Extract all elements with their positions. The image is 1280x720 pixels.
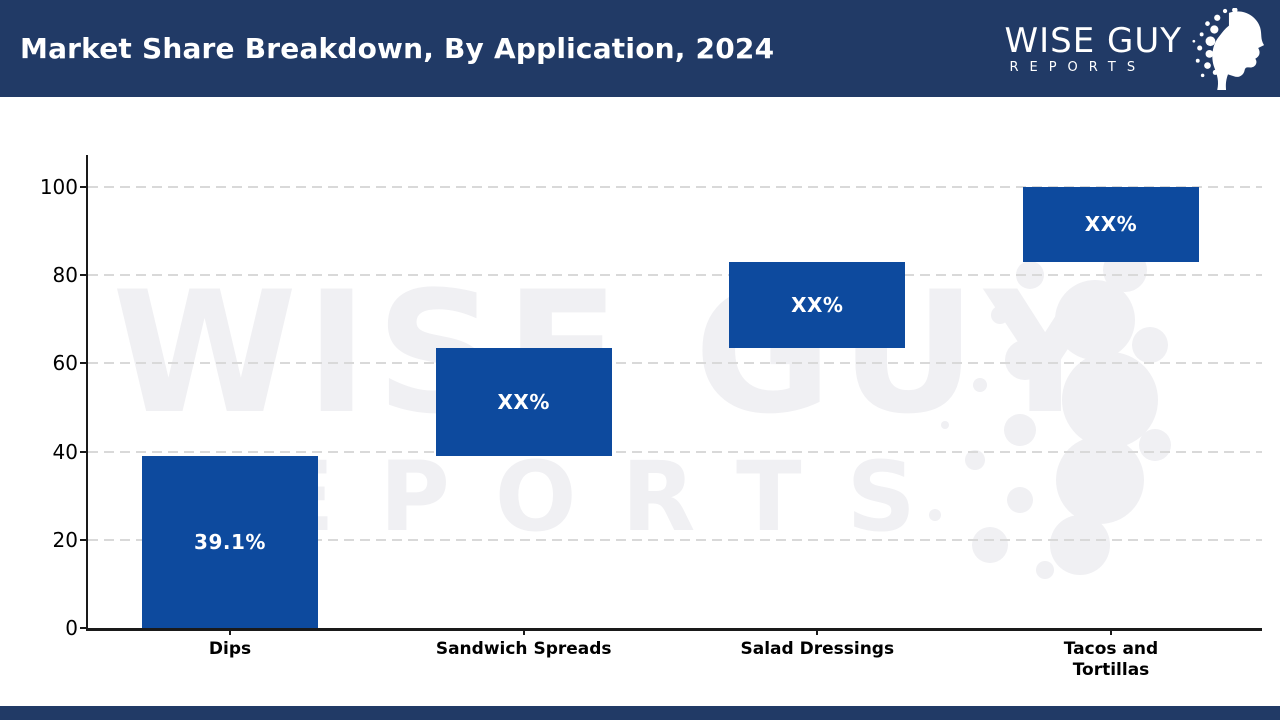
y-axis-tick-label: 80 (52, 263, 78, 288)
gridline-40 (88, 450, 1262, 453)
y-axis-tick-mark (80, 186, 88, 188)
bar-segment: XX% (435, 347, 612, 456)
y-axis-tick-label: 0 (65, 616, 78, 640)
x-axis-tick-mark (229, 628, 231, 635)
gridline-100 (88, 186, 1262, 188)
x-axis-category-label: Dips (208, 639, 252, 659)
y-axis-tick-mark (80, 627, 88, 629)
bar-segment: 39.1% (142, 455, 318, 628)
y-axis-tick-mark (80, 362, 88, 365)
gridline-20 (88, 538, 1262, 541)
logo-wordmark: WISE GUY (1004, 20, 1182, 61)
bar-value-label: XX% (791, 292, 844, 317)
bar-value-label: XX% (497, 389, 550, 414)
gridline-80 (88, 274, 1262, 277)
y-axis-tick-label: 20 (52, 527, 78, 552)
watermark-head-profile-icon (929, 232, 1171, 579)
logo-head-profile-icon (1192, 7, 1265, 90)
y-axis-tick-mark (80, 450, 88, 453)
y-axis-tick-mark (80, 274, 88, 277)
x-axis-tick-mark (522, 628, 525, 635)
y-axis-tick-mark (80, 538, 88, 541)
header-bar: Market Share Breakdown, By Application, … (0, 0, 1280, 97)
x-axis-category-label: Tacos and Tortillas (1063, 639, 1159, 681)
x-axis-tick-mark (816, 628, 819, 635)
x-axis-category-label: Sandwich Spreads (435, 639, 612, 659)
chart-canvas: WISE GUY REPORTS 0 20 40 60 80 100 39.1% Dips XX… (0, 97, 1280, 706)
bar-segment: XX% (1023, 187, 1199, 262)
y-axis-tick-label: 40 (52, 439, 78, 464)
gridline-60 (88, 362, 1262, 365)
x-axis-category-label: Salad Dressings (740, 639, 895, 659)
chart-title: Market Share Breakdown, By Application, … (20, 32, 775, 65)
x-axis-line (86, 628, 1262, 631)
bar-value-label: 39.1% (194, 529, 266, 554)
plot-area: 0 20 40 60 80 100 39.1% Dips XX% Sandwich Spreads… (0, 97, 1280, 706)
bar-segment: XX% (729, 261, 906, 348)
y-axis-tick-label: 60 (52, 351, 78, 376)
y-axis-tick-label: 100 (39, 175, 78, 199)
logo-subtitle: REPORTS (1009, 59, 1147, 75)
bar-value-label: XX% (1084, 212, 1138, 237)
footer-bar (0, 706, 1280, 720)
y-axis-line (86, 155, 88, 631)
x-axis-tick-mark (1110, 628, 1112, 635)
logo-text: WISE GUY REPORTS (1004, 24, 1182, 74)
wise-guy-reports-logo: WISE GUY REPORTS (1004, 7, 1266, 90)
